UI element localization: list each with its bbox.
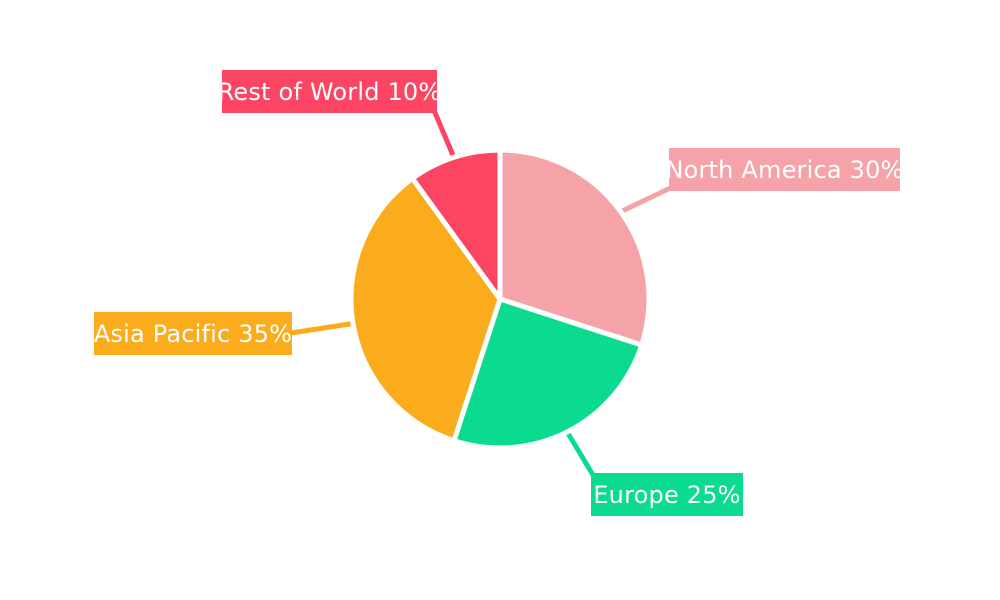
- label-badge-asia-pacific: Asia Pacific 35%: [94, 312, 292, 355]
- pie-slice-north-america: [497, 147, 652, 348]
- leader-line-rest-of-world: [430, 105, 458, 163]
- pie-slice-asia-pacific: [348, 175, 503, 444]
- leader-line-asia-pacific: [288, 320, 359, 336]
- label-badge-rest-of-world: Rest of World 10%: [218, 70, 441, 113]
- label-badge-north-america: North America 30%: [665, 148, 903, 191]
- leader-line-europe: [563, 427, 599, 483]
- pie-slice-rest-of-world: [409, 147, 503, 302]
- pie-slice-europe: [451, 296, 645, 451]
- label-badge-europe: Europe 25%: [591, 473, 743, 516]
